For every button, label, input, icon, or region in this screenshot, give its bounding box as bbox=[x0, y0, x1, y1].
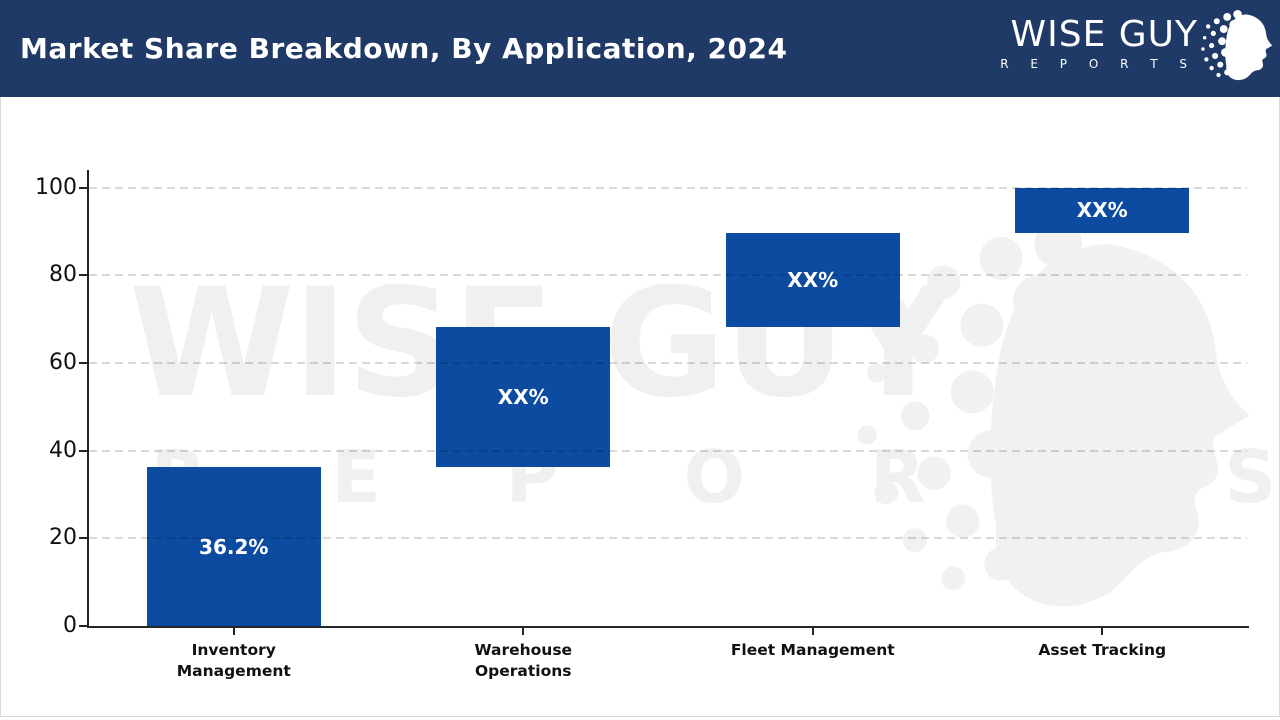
y-tick-label: 60 bbox=[49, 349, 77, 375]
bar-value-label: XX% bbox=[787, 268, 839, 293]
y-tick-mark bbox=[79, 449, 87, 452]
page-title: Market Share Breakdown, By Application, … bbox=[20, 32, 788, 65]
y-tick-mark bbox=[79, 274, 87, 277]
gridline bbox=[89, 537, 1247, 540]
x-tick-mark bbox=[522, 628, 525, 635]
brand-logo-line2: R E P O R T S bbox=[1000, 57, 1196, 71]
bar bbox=[1015, 187, 1190, 233]
header: Market Share Breakdown, By Application, … bbox=[0, 0, 1280, 97]
x-tick-mark bbox=[811, 628, 814, 635]
x-category-label-line: Fleet Management bbox=[730, 641, 895, 659]
brand-logo-line1: WISE GUY bbox=[1010, 14, 1198, 55]
y-tick-mark bbox=[79, 625, 87, 627]
y-tick-mark bbox=[79, 186, 87, 189]
x-tick-mark bbox=[232, 628, 235, 635]
chart-region: WISE GUY R E P O R T S 0 20 40 60 80 100 36.2%… bbox=[0, 97, 1280, 717]
x-category-label: Fleet Management bbox=[663, 640, 963, 661]
x-category-label: Inventory Management bbox=[84, 640, 384, 682]
chart-plot: 0 20 40 60 80 100 36.2% Inventory Management XX% W… bbox=[35, 170, 1249, 680]
x-axis-line bbox=[87, 626, 1249, 628]
y-tick-label: 100 bbox=[35, 174, 77, 200]
bar-value-label: 36.2% bbox=[199, 534, 269, 559]
logo-face-icon bbox=[1201, 10, 1273, 81]
x-category-label-line: Operations bbox=[474, 662, 572, 680]
bar bbox=[436, 327, 611, 468]
x-category-label-line: Warehouse bbox=[474, 641, 573, 659]
x-tick-mark bbox=[1101, 628, 1104, 635]
y-axis-line bbox=[87, 170, 89, 628]
gridline bbox=[89, 186, 1247, 189]
bar-value-label: XX% bbox=[497, 385, 549, 410]
y-tick-label: 80 bbox=[49, 262, 77, 288]
gridline bbox=[89, 361, 1247, 364]
x-category-label: Warehouse Operations bbox=[373, 640, 673, 682]
x-category-label-line: Asset Tracking bbox=[1038, 641, 1167, 659]
bar-value-label: XX% bbox=[1076, 198, 1128, 223]
y-tick-mark bbox=[79, 537, 87, 540]
y-tick-label: 20 bbox=[49, 525, 77, 551]
bar bbox=[725, 232, 900, 328]
gridline bbox=[89, 449, 1247, 452]
bar bbox=[146, 467, 321, 626]
x-category-label-line: Management bbox=[176, 662, 291, 680]
x-category-label-line: Inventory bbox=[191, 641, 276, 659]
brand-logo: WISE GUY R E P O R T S bbox=[1000, 14, 1198, 72]
y-tick-label: 0 bbox=[63, 613, 77, 638]
gridline bbox=[89, 274, 1247, 277]
y-tick-label: 40 bbox=[49, 437, 77, 463]
x-category-label: Asset Tracking bbox=[952, 640, 1252, 661]
y-tick-mark bbox=[79, 361, 87, 364]
